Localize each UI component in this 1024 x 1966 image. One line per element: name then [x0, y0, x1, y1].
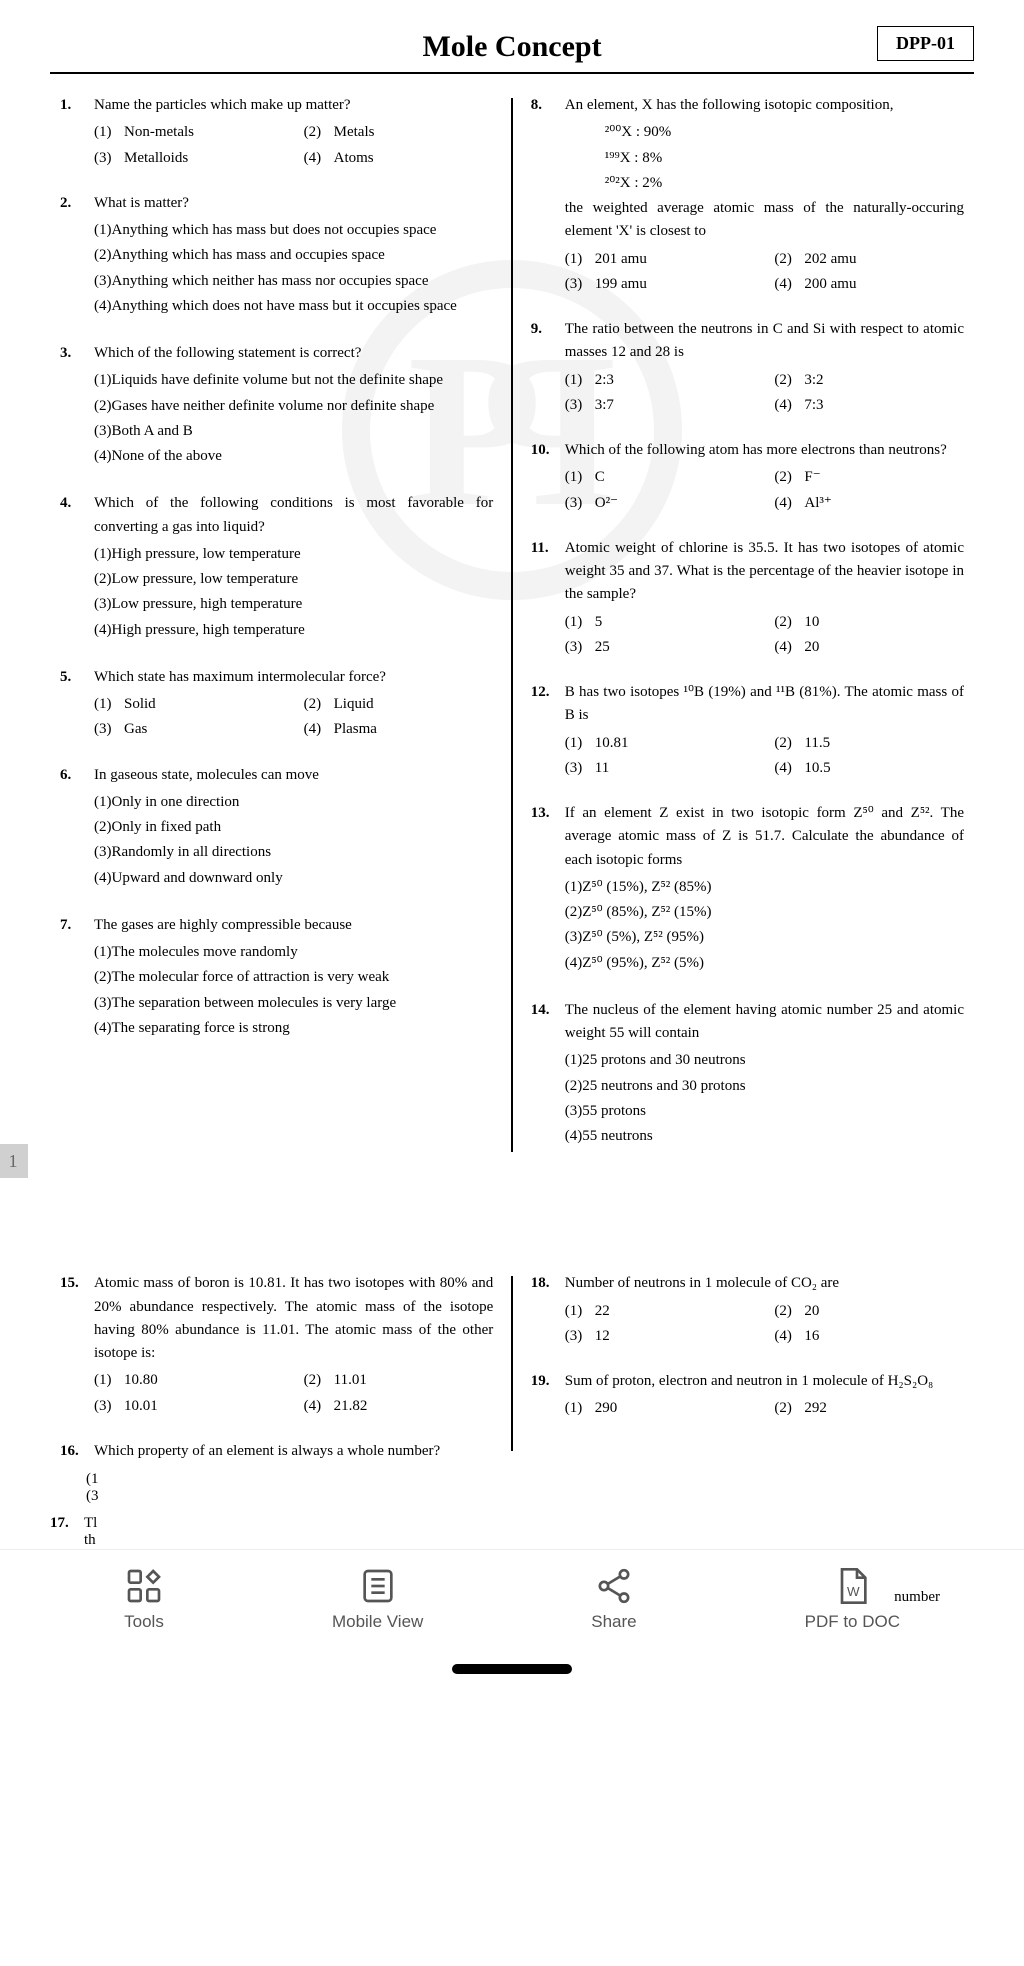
q-text: Name the particles which make up matter? [94, 94, 493, 117]
question-18: 18. Number of neutrons in 1 molecule of … [531, 1272, 964, 1348]
question-14: 14. The nucleus of the element having at… [531, 999, 964, 1151]
q-text: Which of the following statement is corr… [94, 342, 493, 365]
question-4: 4. Which of the following conditions is … [60, 492, 493, 644]
share-button[interactable]: Share [591, 1566, 636, 1632]
q-text: The gases are highly compressible becaus… [94, 914, 493, 937]
q-text: An element, X has the following isotopic… [565, 94, 964, 117]
q-text: What is matter? [94, 192, 493, 215]
question-19: 19. Sum of proton, electron and neutron … [531, 1370, 964, 1421]
question-8: 8. An element, X has the following isoto… [531, 94, 964, 296]
mobile-view-label: Mobile View [332, 1612, 423, 1632]
q-text: B has two isotopes ¹⁰B (19%) and ¹¹B (81… [565, 681, 964, 728]
page-title: Mole Concept [422, 30, 601, 64]
q-text: Which of the following conditions is mos… [94, 492, 493, 539]
pdf-to-doc-icon: W [832, 1566, 872, 1606]
question-columns: 1. Name the particles which make up matt… [50, 94, 974, 1172]
q-text: If an element Z exist in two isotopic fo… [565, 802, 964, 872]
q-text: Which of the following atom has more ele… [565, 439, 964, 462]
mobile-view-button[interactable]: Mobile View [332, 1566, 423, 1632]
q-text: Number of neutrons in 1 molecule of CO₂ … [565, 1272, 964, 1295]
bottom-toolbar: Tools Mobile View Share W PDF to DOC [0, 1549, 1024, 1644]
question-1: 1. Name the particles which make up matt… [60, 94, 493, 170]
question-15: 15. Atomic mass of boron is 10.81. It ha… [60, 1272, 493, 1418]
page-indicator: 1 [0, 1144, 28, 1178]
q-text: The nucleus of the element having atomic… [565, 999, 964, 1046]
share-label: Share [591, 1612, 636, 1632]
question-6: 6. In gaseous state, molecules can move … [60, 764, 493, 892]
q-text: Which state has maximum intermolecular f… [94, 666, 493, 689]
question-2: 2. What is matter? (1)Anything which has… [60, 192, 493, 320]
pdf-to-doc-label: PDF to DOC [805, 1612, 900, 1632]
q-text: Which property of an element is always a… [94, 1440, 493, 1463]
question-12: 12. B has two isotopes ¹⁰B (19%) and ¹¹B… [531, 681, 964, 780]
home-indicator [0, 1644, 1024, 1680]
question-11: 11. Atomic weight of chlorine is 35.5. I… [531, 537, 964, 659]
question-7: 7. The gases are highly compressible bec… [60, 914, 493, 1042]
svg-text:W: W [847, 1584, 860, 1599]
mobile-view-icon [358, 1566, 398, 1606]
question-3: 3. Which of the following statement is c… [60, 342, 493, 470]
pdf-to-doc-button[interactable]: W PDF to DOC [805, 1566, 900, 1632]
q-text: In gaseous state, molecules can move [94, 764, 493, 787]
share-icon [594, 1566, 634, 1606]
dpp-badge: DPP-01 [877, 26, 974, 61]
tools-button[interactable]: Tools [124, 1566, 164, 1632]
tools-icon [124, 1566, 164, 1606]
right-column-2: 18. Number of neutrons in 1 molecule of … [513, 1272, 974, 1471]
left-column: 1. Name the particles which make up matt… [50, 94, 511, 1172]
question-10: 10. Which of the following atom has more… [531, 439, 964, 515]
left-column-2: 15. Atomic mass of boron is 10.81. It ha… [50, 1272, 511, 1471]
question-16: 16. Which property of an element is alwa… [60, 1440, 493, 1467]
q-text: Sum of proton, electron and neutron in 1… [565, 1370, 964, 1393]
header: Mole Concept DPP-01 [50, 30, 974, 74]
cutoff-fragments: (1 (3 17.Tl th [0, 1471, 1024, 1549]
page-2: 15. Atomic mass of boron is 10.81. It ha… [0, 1244, 1024, 1471]
page-1: PP Mole Concept DPP-01 1. Name the parti… [0, 0, 1024, 1172]
right-column: 8. An element, X has the following isoto… [513, 94, 974, 1172]
question-columns-2: 15. Atomic mass of boron is 10.81. It ha… [50, 1272, 974, 1471]
tools-label: Tools [124, 1612, 164, 1632]
question-13: 13. If an element Z exist in two isotopi… [531, 802, 964, 977]
dangling-text: number [894, 1589, 940, 1606]
question-9: 9. The ratio between the neutrons in C a… [531, 318, 964, 417]
q-text: The ratio between the neutrons in C and … [565, 318, 964, 365]
question-5: 5. Which state has maximum intermolecula… [60, 666, 493, 742]
q-text: Atomic mass of boron is 10.81. It has tw… [94, 1272, 493, 1365]
q-text: Atomic weight of chlorine is 35.5. It ha… [565, 537, 964, 607]
